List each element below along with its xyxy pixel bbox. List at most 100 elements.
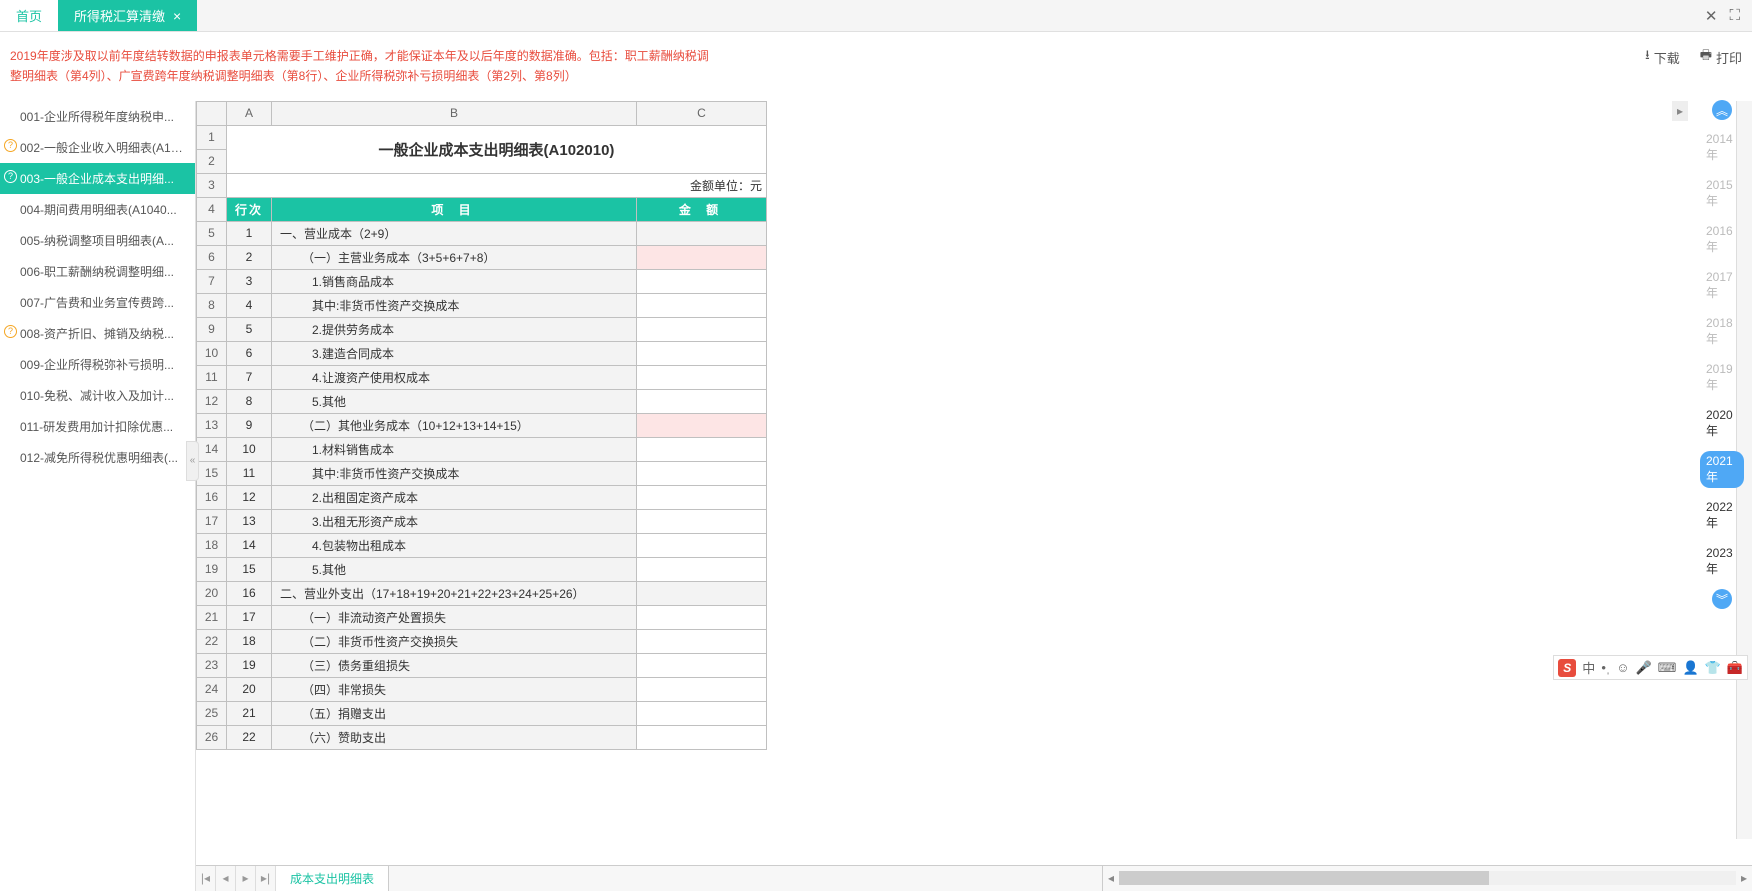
amount-cell[interactable] (637, 533, 767, 557)
sidebar-item[interactable]: 007-广告费和业务宣传费跨... (0, 287, 195, 318)
row-header: 25 (197, 701, 227, 725)
sidebar-collapse-handle[interactable]: « (186, 441, 199, 481)
year-item[interactable]: 2022年 (1700, 497, 1744, 534)
year-item[interactable]: 2023年 (1700, 543, 1744, 580)
year-item[interactable]: 2020年 (1700, 405, 1744, 442)
line-number: 7 (227, 365, 272, 389)
year-item[interactable]: 2015年 (1700, 175, 1744, 212)
sidebar-item[interactable]: 004-期间费用明细表(A1040... (0, 194, 195, 225)
main-area: 001-企业所得税年度纳税申...?002-一般企业收入明细表(A10...?0… (0, 101, 1752, 891)
item-text: （四）非常损失 (272, 677, 637, 701)
ime-emoji-icon[interactable]: ☺ (1616, 660, 1629, 675)
sidebar-item[interactable]: 009-企业所得税弥补亏损明... (0, 349, 195, 380)
sidebar-item-label: 008-资产折旧、摊销及纳税... (20, 327, 174, 341)
year-item[interactable]: 2017年 (1700, 267, 1744, 304)
head-amount: 金 额 (637, 197, 767, 221)
line-number: 20 (227, 677, 272, 701)
tab-active[interactable]: 所得税汇算清缴 × (58, 0, 197, 31)
sidebar-item[interactable]: ?002-一般企业收入明细表(A10... (0, 132, 195, 163)
download-icon: ⭳ (1645, 46, 1650, 68)
sidebar-item[interactable]: 010-免税、减计收入及加计... (0, 380, 195, 411)
amount-cell[interactable] (637, 389, 767, 413)
column-header[interactable]: B (272, 101, 637, 125)
sheet-nav-prev-icon[interactable]: ◂ (216, 866, 236, 891)
amount-cell[interactable] (637, 605, 767, 629)
year-scroll-up-icon[interactable]: ︽ (1712, 100, 1732, 120)
close-icon[interactable]: × (173, 8, 181, 24)
year-scroll-down-icon[interactable]: ︾ (1712, 589, 1732, 609)
row-header: 26 (197, 725, 227, 749)
amount-cell[interactable] (637, 221, 767, 245)
row-header: 2 (197, 149, 227, 173)
item-text: （六）赞助支出 (272, 725, 637, 749)
column-header[interactable]: C (637, 101, 767, 125)
ime-toolbox-icon[interactable]: 🧰 (1727, 660, 1743, 676)
amount-cell[interactable] (637, 485, 767, 509)
tab-active-label: 所得税汇算清缴 (74, 6, 165, 25)
column-header[interactable]: A (227, 101, 272, 125)
tab-bar-actions: ✕ ⛶ (1705, 0, 1752, 31)
hscroll-right-icon[interactable]: ▸ (1736, 871, 1752, 885)
amount-cell[interactable] (637, 245, 767, 269)
amount-cell[interactable] (637, 293, 767, 317)
sidebar-item[interactable]: 001-企业所得税年度纳税申... (0, 101, 195, 132)
sheet-nav-first-icon[interactable]: |◂ (196, 866, 216, 891)
ime-skin-icon[interactable]: 👕 (1705, 660, 1721, 676)
sheet-tab[interactable]: 成本支出明细表 (276, 866, 389, 891)
hscroll-left-icon[interactable]: ◂ (1103, 871, 1119, 885)
amount-cell[interactable] (637, 437, 767, 461)
hscroll-track[interactable] (1119, 871, 1736, 885)
item-text: 1.材料销售成本 (272, 437, 637, 461)
sidebar-item[interactable]: 012-减免所得税优惠明细表(... (0, 442, 195, 473)
amount-cell[interactable] (637, 269, 767, 293)
ime-punct-icon[interactable]: •ˌ (1601, 660, 1610, 675)
line-number: 10 (227, 437, 272, 461)
amount-cell[interactable] (637, 461, 767, 485)
amount-cell[interactable] (637, 701, 767, 725)
ime-lang[interactable]: 中 (1582, 658, 1595, 677)
amount-cell[interactable] (637, 581, 767, 605)
amount-cell[interactable] (637, 725, 767, 749)
hscroll-thumb[interactable] (1119, 871, 1489, 885)
row-header: 8 (197, 293, 227, 317)
spreadsheet-scroll[interactable]: ABC1一般企业成本支出明细表(A102010)23金额单位：元4行次项 目金 … (196, 101, 1752, 865)
sidebar-item-label: 002-一般企业收入明细表(A10... (20, 141, 187, 155)
tab-bar: 首页 所得税汇算清缴 × ✕ ⛶ (0, 0, 1752, 32)
fullscreen-icon[interactable]: ⛶ (1729, 7, 1740, 24)
window-close-icon[interactable]: ✕ (1705, 7, 1718, 25)
year-item[interactable]: 2018年 (1700, 313, 1744, 350)
print-button[interactable]: 🖶 打印 (1700, 46, 1742, 68)
amount-cell[interactable] (637, 341, 767, 365)
line-number: 12 (227, 485, 272, 509)
amount-cell[interactable] (637, 509, 767, 533)
amount-cell[interactable] (637, 317, 767, 341)
amount-cell[interactable] (637, 653, 767, 677)
amount-cell[interactable] (637, 365, 767, 389)
ime-user-icon[interactable]: 👤 (1682, 660, 1698, 676)
sidebar-item[interactable]: 006-职工薪酬纳税调整明细... (0, 256, 195, 287)
amount-cell[interactable] (637, 629, 767, 653)
sheet-nav-last-icon[interactable]: ▸| (256, 866, 276, 891)
sidebar-item-label: 007-广告费和业务宣传费跨... (20, 296, 174, 310)
sidebar-item[interactable]: ?003-一般企业成本支出明细... (0, 163, 195, 194)
amount-cell[interactable] (637, 557, 767, 581)
year-item[interactable]: 2019年 (1700, 359, 1744, 396)
sidebar-item[interactable]: 011-研发费用加计扣除优惠... (0, 411, 195, 442)
sidebar-item[interactable]: 005-纳税调整项目明细表(A... (0, 225, 195, 256)
amount-cell[interactable] (637, 413, 767, 437)
sidebar-item-label: 001-企业所得税年度纳税申... (20, 110, 174, 124)
download-button[interactable]: ⭳ 下载 (1645, 46, 1680, 68)
ime-voice-icon[interactable]: 🎤 (1635, 660, 1651, 676)
horizontal-scrollbar[interactable]: ◂ ▸ (1102, 866, 1752, 891)
line-number: 14 (227, 533, 272, 557)
expand-columns-icon[interactable]: ▸ (1672, 101, 1688, 121)
tab-home[interactable]: 首页 (0, 0, 58, 31)
sheet-nav-next-icon[interactable]: ▸ (236, 866, 256, 891)
amount-cell[interactable] (637, 677, 767, 701)
ime-keyboard-icon[interactable]: ⌨ (1658, 660, 1677, 676)
year-item[interactable]: 2021年 (1700, 451, 1744, 488)
year-item[interactable]: 2016年 (1700, 221, 1744, 258)
sidebar-item[interactable]: ?008-资产折旧、摊销及纳税... (0, 318, 195, 349)
year-item[interactable]: 2014年 (1700, 129, 1744, 166)
ime-logo-icon[interactable]: S (1558, 659, 1576, 677)
